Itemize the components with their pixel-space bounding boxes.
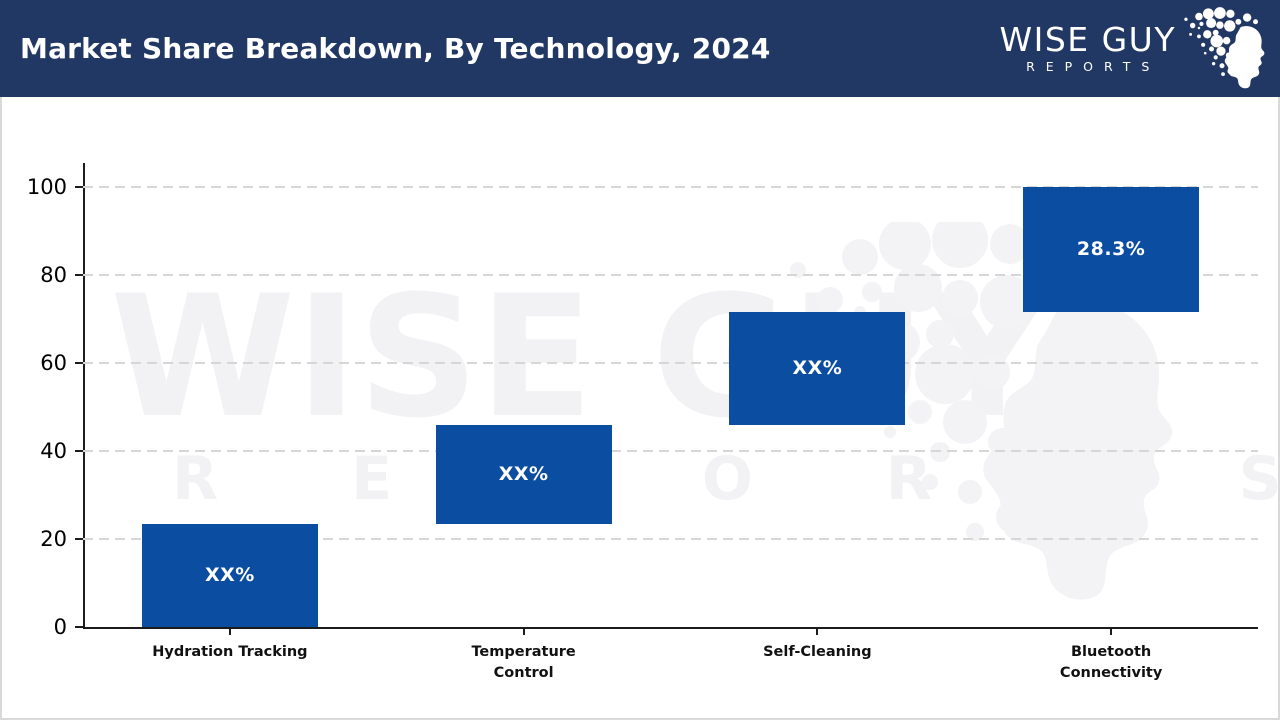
x-category-label-temperature-control: Temperature Control [471,644,576,681]
y-axis-spine [83,163,85,629]
y-tick-label: 0 [53,615,67,639]
y-tick-label: 40 [40,439,67,464]
bar-value-label: XX% [204,564,255,587]
header: Market Share Breakdown, By Technology, 2… [0,0,1280,97]
y-tick-label: 100 [26,175,67,200]
x-category-label-hydration-tracking: Hydration Tracking [152,644,308,660]
gridline-80 [83,274,1258,277]
y-tick-mark [75,362,83,365]
y-tick-mark [75,186,83,189]
wiseguy-logo: WISE GUY REPORTS [999,6,1266,91]
y-tick-mark [75,450,83,453]
bar-self-cleaning: XX% [729,311,906,425]
logo-text: WISE GUY REPORTS [999,23,1176,74]
y-tick-mark [75,538,83,541]
x-category-label-bluetooth-connectivity: Bluetooth Connectivity [1059,644,1163,681]
x-tick-mark [522,627,525,635]
logo-wordmark: WISE GUY [999,20,1176,60]
y-tick-mark [75,274,83,277]
x-tick-mark [816,627,819,635]
y-tick-label: 60 [40,351,67,376]
y-tick-label: 80 [40,263,67,288]
page-title: Market Share Breakdown, By Technology, 2… [20,32,771,65]
y-tick-mark [75,626,83,628]
chart-canvas: WISE GUY R E P O R T S 0 20 40 60 80 100 [0,97,1280,720]
watermark: WISE GUY R E P O R T S [2,97,1278,718]
bar-value-label: XX% [792,357,843,380]
x-category-label-self-cleaning: Self-Cleaning [763,644,872,660]
x-axis-line [83,627,1258,629]
y-axis: 0 20 40 60 80 100 [2,163,83,639]
bar-temperature-control: XX% [435,424,612,524]
x-tick-mark [1110,627,1113,635]
bar-hydration-tracking: XX% [141,523,318,627]
x-tick-mark [228,627,231,635]
logo-subtitle: REPORTS [1026,59,1161,75]
gridline-60 [83,362,1258,365]
y-tick-label: 20 [40,527,67,552]
gridline-20 [83,538,1258,541]
plot-area: XX% XX% XX% 28.3% [83,163,1258,629]
bar-bluetooth-connectivity: 28.3% [1023,187,1200,312]
gridline-40 [83,450,1258,453]
bar-value-label: XX% [498,463,549,486]
gridline-100 [83,186,1258,189]
bar-value-label: 28.3% [1076,238,1146,261]
wiseguy-head-icon [1184,6,1265,88]
x-axis: Hydration Tracking Temperature Control Self… [83,627,1258,717]
